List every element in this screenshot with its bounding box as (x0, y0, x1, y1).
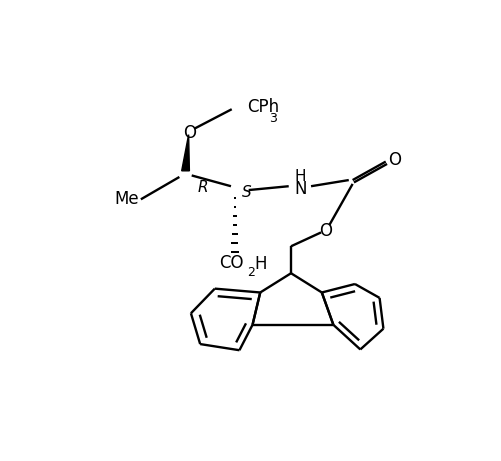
Text: N: N (295, 179, 307, 197)
Text: S: S (241, 185, 251, 200)
Text: CPh: CPh (247, 98, 279, 116)
Text: H: H (295, 169, 306, 184)
Text: 3: 3 (270, 112, 278, 125)
Text: H: H (254, 255, 267, 273)
Text: O: O (183, 124, 196, 142)
Polygon shape (182, 135, 189, 171)
Text: O: O (319, 222, 332, 240)
Text: CO: CO (219, 254, 243, 272)
Text: O: O (388, 151, 401, 169)
Text: Me: Me (115, 190, 139, 208)
Text: R: R (197, 180, 208, 195)
Text: 2: 2 (247, 266, 255, 278)
